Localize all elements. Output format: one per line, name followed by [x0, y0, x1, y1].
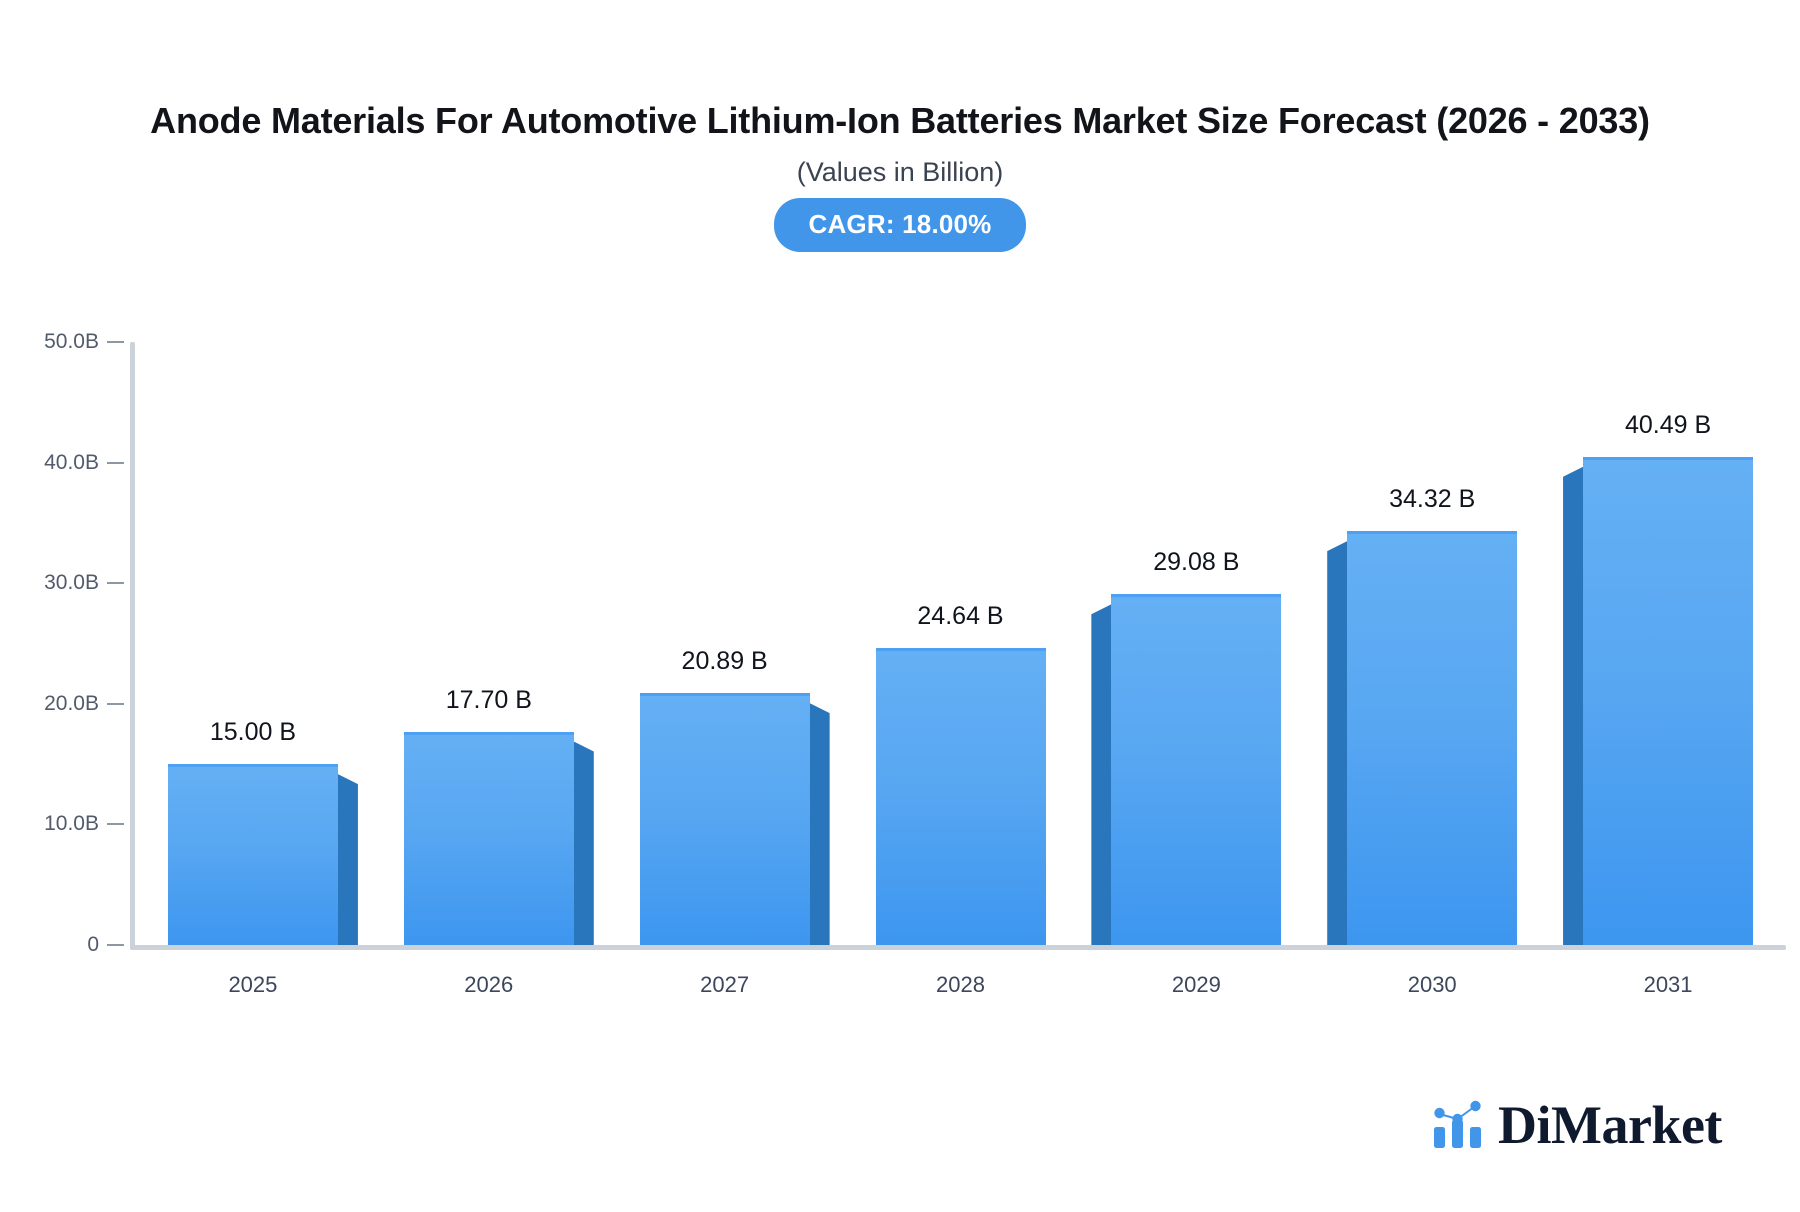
bar-front-face: [1111, 594, 1282, 945]
bar-side-face: [1091, 604, 1112, 945]
bar-2030[interactable]: [1327, 531, 1518, 945]
y-axis-tick-label: 20.0B: [44, 691, 99, 715]
bar-top-cap: [639, 693, 810, 697]
y-axis-tick-label: 30.0B: [44, 571, 99, 595]
bar-chart-icon: [1434, 1100, 1481, 1148]
bar-front-face: [875, 647, 1046, 945]
y-axis-tick-label: 50.0B: [44, 330, 99, 353]
bar-top-cap: [1111, 594, 1282, 598]
logo-text: DiMarket: [1498, 1095, 1722, 1155]
bar-side-face: [1563, 466, 1584, 945]
bar-front-face: [1347, 531, 1518, 945]
y-axis-tick-mark: [107, 582, 124, 585]
bar-side-face: [573, 741, 594, 945]
bar-top-cap: [875, 647, 1046, 651]
bar-front-face: [167, 764, 338, 945]
chart-subtitle: (Values in Billion): [796, 156, 1004, 187]
bar-value-label: 34.32 B: [1389, 485, 1476, 514]
bar-value-label: 17.70 B: [445, 685, 532, 714]
bar-2026[interactable]: [403, 731, 594, 945]
bar-value-label: 29.08 B: [1153, 548, 1240, 577]
bar-value-label: 15.00 B: [209, 718, 297, 747]
bar-2029[interactable]: [1091, 594, 1282, 945]
x-axis-tick-label: 2025: [228, 972, 278, 997]
y-axis-tick-mark: [107, 341, 124, 343]
bar-top-cap: [1583, 456, 1754, 460]
x-axis-tick-label: 2028: [936, 972, 985, 997]
bar-side-face: [809, 703, 830, 945]
y-axis-line: [130, 342, 135, 950]
bar-side-face: [1327, 541, 1348, 945]
bar-2031[interactable]: [1563, 456, 1754, 945]
bar-front-face: [639, 693, 810, 945]
y-axis-tick-mark: [107, 461, 124, 464]
y-axis-tick-label: 0: [87, 933, 99, 956]
y-axis-tick-label: 10.0B: [44, 812, 99, 836]
y-axis-tick-mark: [107, 702, 124, 705]
x-axis-tick-label: 2030: [1407, 972, 1457, 997]
bar-top-cap: [167, 764, 338, 768]
x-axis-tick-label: 2027: [700, 972, 750, 997]
chart-header: Anode Materials For Automotive Lithium-I…: [0, 0, 1800, 252]
bar-value-label: 40.49 B: [1624, 410, 1712, 439]
bar-2025[interactable]: [167, 764, 358, 945]
bar-value-label: 20.89 B: [681, 647, 768, 676]
bar-front-face: [1583, 456, 1754, 945]
y-axis-tick-mark: [107, 823, 124, 826]
bar-value-label: 24.64 B: [917, 601, 1004, 630]
page-title: Anode Materials For Automotive Lithium-I…: [150, 100, 1650, 141]
bar-top-cap: [403, 731, 574, 735]
x-axis-tick-label: 2031: [1643, 972, 1693, 997]
bar-top-cap: [1347, 531, 1518, 535]
x-axis-line: [130, 945, 1786, 950]
dimarket-logo: DiMarket: [1432, 1098, 1722, 1152]
bar-2027[interactable]: [639, 693, 830, 945]
bar-front-face: [403, 731, 574, 945]
x-axis-tick-label: 2026: [464, 972, 514, 997]
y-axis-tick-mark: [107, 944, 124, 946]
x-axis-tick-label: 2029: [1171, 972, 1221, 997]
cagr-badge: CAGR: 18.00%: [774, 197, 1026, 252]
bar-2028[interactable]: [875, 647, 1046, 945]
y-axis-tick-label: 40.0B: [44, 450, 99, 474]
bar-side-face: [337, 774, 358, 945]
